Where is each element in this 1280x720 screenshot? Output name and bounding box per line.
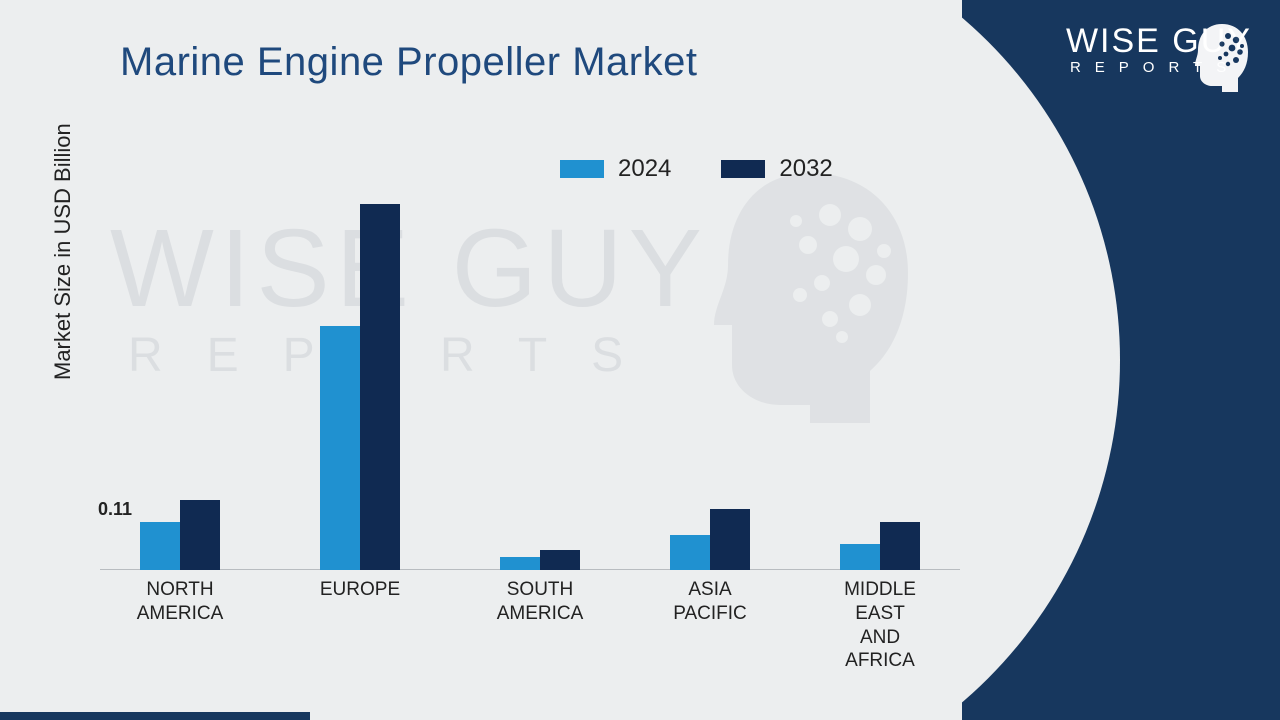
x-axis-category-label: MIDDLEEASTANDAFRICA	[810, 578, 950, 673]
brand-logo: WISE GUY REPORTS	[1066, 24, 1252, 75]
bar	[500, 557, 540, 570]
bar	[540, 550, 580, 570]
brain-head-icon	[1192, 22, 1252, 92]
legend-item-2024: 2024	[560, 155, 671, 183]
y-axis-label: Market Size in USD Billion	[50, 123, 76, 380]
bar	[320, 326, 360, 570]
legend-item-2032: 2032	[721, 155, 832, 183]
legend-swatch-2032	[721, 160, 765, 178]
bar-value-label: 0.11	[98, 499, 132, 520]
legend: 2024 2032	[560, 155, 833, 183]
x-axis-category-label: ASIAPACIFIC	[640, 578, 780, 626]
x-axis-category-label: SOUTHAMERICA	[470, 578, 610, 626]
legend-label: 2032	[779, 155, 832, 183]
bar	[360, 204, 400, 570]
bar	[840, 544, 880, 570]
chart-canvas: Marine Engine Propeller Market WISE GUY …	[0, 0, 1280, 720]
chart-title: Marine Engine Propeller Market	[120, 40, 697, 85]
x-axis-category-label: NORTHAMERICA	[110, 578, 250, 626]
bottom-accent-bar	[0, 712, 310, 720]
bar	[710, 509, 750, 570]
plot-area: 0.11	[100, 200, 960, 570]
bar	[180, 500, 220, 570]
legend-label: 2024	[618, 155, 671, 183]
right-brand-panel	[962, 0, 1280, 720]
bar	[880, 522, 920, 570]
x-axis-labels: NORTHAMERICA EUROPE SOUTHAMERICA ASIAPACIFI…	[100, 578, 960, 698]
bar	[670, 535, 710, 570]
x-axis-category-label: EUROPE	[290, 578, 430, 602]
legend-swatch-2024	[560, 160, 604, 178]
bar	[140, 522, 180, 570]
